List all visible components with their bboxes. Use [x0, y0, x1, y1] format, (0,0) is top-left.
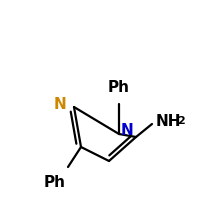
Text: NH: NH: [155, 114, 181, 129]
Text: Ph: Ph: [44, 175, 66, 189]
Text: N: N: [120, 123, 133, 138]
Text: N: N: [53, 97, 66, 112]
Text: Ph: Ph: [108, 80, 129, 95]
Text: 2: 2: [176, 115, 184, 125]
